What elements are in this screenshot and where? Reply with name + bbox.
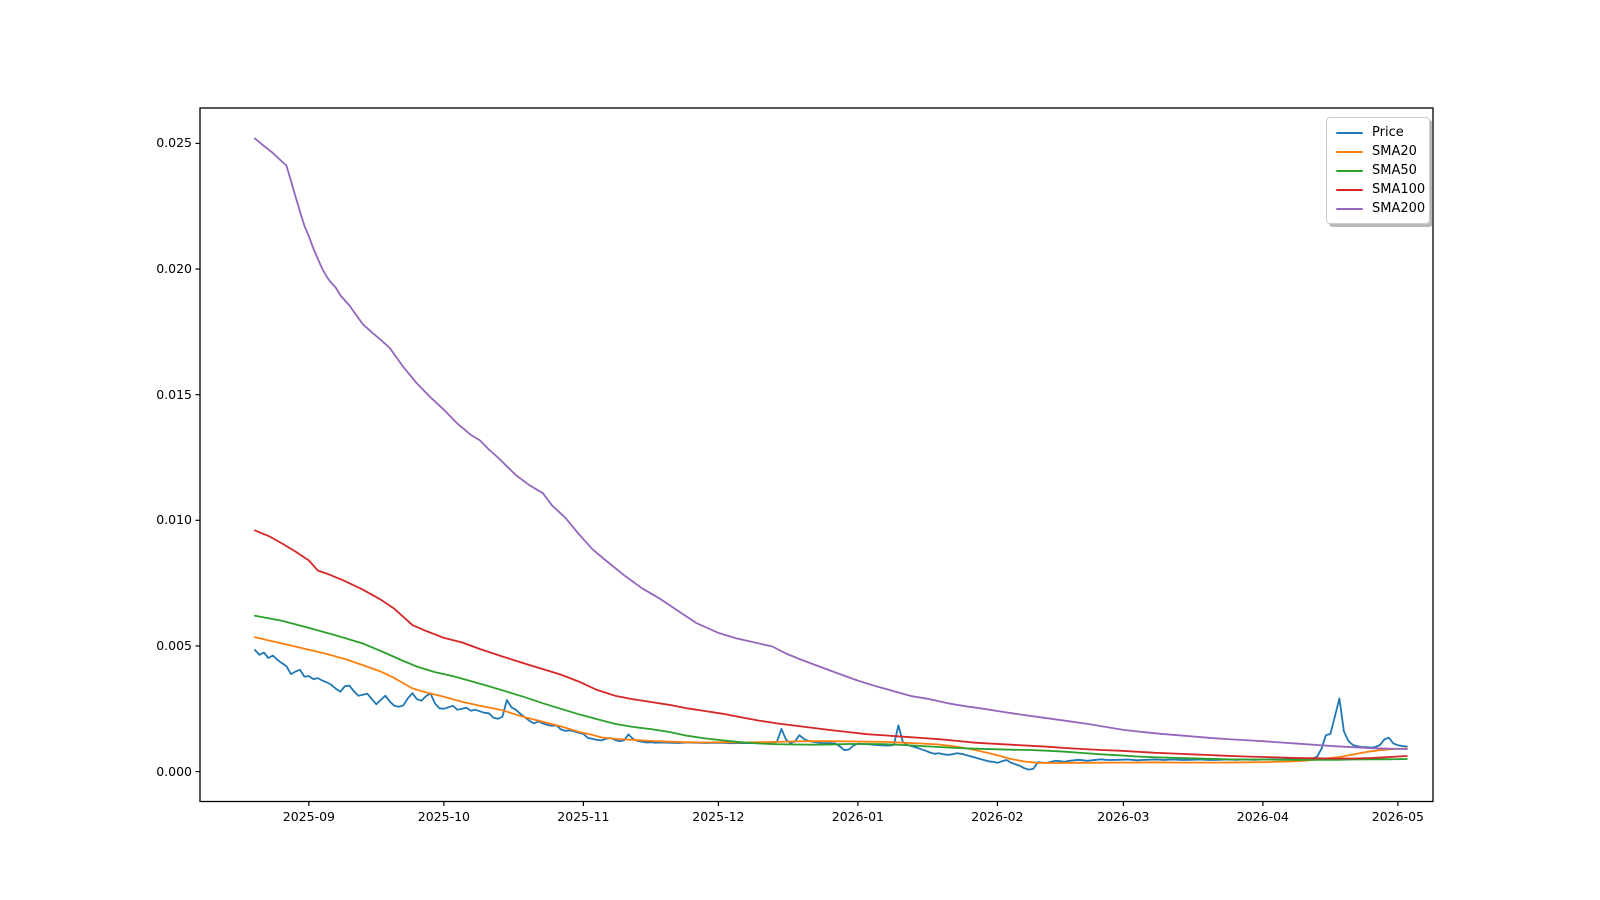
x-tick-label: 2026-05 <box>1371 808 1424 824</box>
y-tick-label: 0.015 <box>156 386 192 402</box>
x-tick-label: 2025-11 <box>557 808 610 824</box>
sma50-legend-line-icon <box>1336 169 1363 172</box>
sma20-legend-line-icon <box>1336 150 1363 153</box>
legend-item-sma50: SMA50 <box>1327 161 1429 180</box>
legend-item-sma100: SMA100 <box>1327 180 1429 199</box>
sma200-legend-line-icon <box>1336 207 1363 210</box>
legend-label: SMA100 <box>1372 182 1426 197</box>
y-tick-label: 0.020 <box>156 261 192 277</box>
legend-label: SMA50 <box>1372 163 1417 178</box>
price-line <box>253 649 1408 771</box>
sma50-line <box>253 614 1408 761</box>
y-tick-label: 0.005 <box>156 637 192 653</box>
x-tick-label: 2026-04 <box>1236 808 1289 824</box>
legend-item-sma200: SMA200 <box>1327 199 1429 218</box>
x-tick-label: 2026-02 <box>971 808 1024 824</box>
x-tick-label: 2025-09 <box>282 808 335 824</box>
price-legend-line-icon <box>1336 131 1363 134</box>
legend: Price SMA20 SMA50 SMA100 SMA200 <box>1326 117 1430 224</box>
legend-label: Price <box>1372 125 1404 140</box>
plot-border <box>199 107 1434 803</box>
x-tick-label: 2026-01 <box>831 808 884 824</box>
legend-item-sma20: SMA20 <box>1327 142 1429 161</box>
sma200-line <box>253 137 1408 750</box>
legend-label: SMA20 <box>1372 144 1417 159</box>
sma20-line <box>253 636 1408 764</box>
x-tick-label: 2026-03 <box>1097 808 1150 824</box>
sma100-legend-line-icon <box>1336 188 1363 191</box>
y-tick-label: 0.010 <box>156 512 192 528</box>
y-tick-label: 0.025 <box>156 135 192 151</box>
legend-label: SMA200 <box>1372 201 1426 216</box>
legend-item-price: Price <box>1327 123 1429 142</box>
x-tick-label: 2025-10 <box>417 808 470 824</box>
sma100-line <box>253 529 1408 760</box>
y-tick-label: 0.000 <box>156 763 192 779</box>
x-tick-label: 2025-12 <box>692 808 745 824</box>
